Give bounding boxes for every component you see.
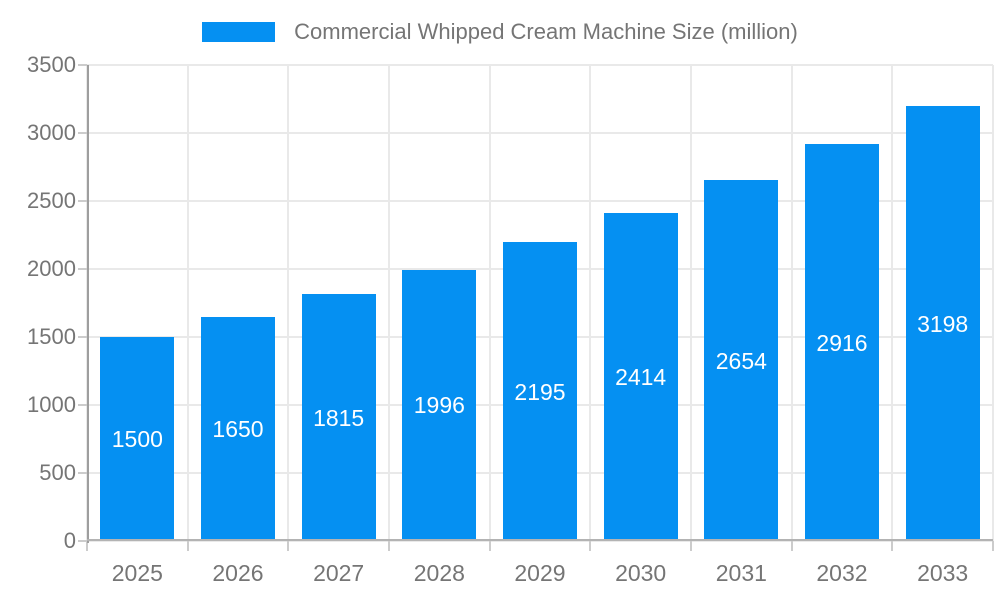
bar-value-label: 2916 <box>816 329 868 356</box>
y-tick-label: 1000 <box>27 392 76 417</box>
gridline-v <box>992 65 994 541</box>
bar-value-label: 2195 <box>514 378 566 405</box>
x-tick <box>86 541 88 551</box>
y-tick <box>78 336 87 338</box>
bar[interactable] <box>905 106 980 541</box>
y-tick <box>78 64 87 66</box>
y-tick-label: 3500 <box>27 52 76 77</box>
x-tick-label: 2031 <box>715 560 767 586</box>
gridline-h <box>87 200 993 202</box>
bar-value-label: 2414 <box>615 363 667 390</box>
x-tick <box>287 541 290 551</box>
x-tick <box>690 541 692 551</box>
gridline-h <box>87 64 993 66</box>
y-tick-label: 0 <box>63 528 76 553</box>
bar[interactable] <box>301 294 376 541</box>
y-tick-label: 2000 <box>27 256 76 281</box>
x-tick-label: 2025 <box>111 560 163 586</box>
gridline-v <box>891 65 894 541</box>
x-tick-label: 2032 <box>816 560 868 586</box>
legend: Commercial Whipped Cream Machine Size (m… <box>0 14 1000 50</box>
bar[interactable] <box>402 269 477 541</box>
x-tick <box>186 541 189 551</box>
x-tick <box>388 541 390 551</box>
bar-value-label: 2654 <box>715 347 767 374</box>
x-tick-label: 2029 <box>514 560 566 586</box>
y-tick <box>78 404 87 406</box>
legend-swatch[interactable] <box>202 22 276 42</box>
y-tick-label: 500 <box>39 460 76 485</box>
y-tick <box>78 200 87 202</box>
gridline-v <box>790 65 793 541</box>
gridline-h <box>87 132 993 134</box>
gridline-v <box>186 65 189 541</box>
x-tick-label: 2030 <box>615 560 667 586</box>
gridline-v <box>589 65 592 541</box>
bar-value-label: 1650 <box>212 415 264 442</box>
y-tick-label: 3000 <box>27 120 76 145</box>
gridline-v <box>388 65 390 541</box>
bar[interactable] <box>805 144 879 541</box>
x-tick-label: 2028 <box>413 560 465 586</box>
y-tick-label: 2500 <box>27 188 76 213</box>
legend-label[interactable]: Commercial Whipped Cream Machine Size (m… <box>294 19 798 44</box>
gridline-h <box>87 540 993 542</box>
bar-value-label: 1500 <box>111 426 163 452</box>
bar[interactable] <box>201 316 275 541</box>
y-tick-label: 1500 <box>27 324 76 349</box>
y-tick <box>78 472 87 474</box>
y-tick <box>78 540 87 542</box>
bar[interactable] <box>503 242 577 541</box>
x-tick-label: 2026 <box>212 560 264 586</box>
gridline-v <box>287 65 290 541</box>
x-tick <box>589 541 592 551</box>
bar[interactable] <box>100 337 175 541</box>
y-axis-line <box>87 65 89 543</box>
x-tick <box>790 541 793 551</box>
x-tick <box>488 541 491 551</box>
bar[interactable] <box>603 212 678 541</box>
gridline-v <box>690 65 692 541</box>
x-tick-label: 2027 <box>313 560 365 586</box>
x-axis-line <box>87 539 993 541</box>
bar-value-label: 3198 <box>917 310 969 337</box>
y-tick <box>78 268 87 270</box>
x-tick <box>891 541 894 551</box>
bar[interactable] <box>704 180 779 541</box>
x-tick <box>992 541 994 551</box>
plot-area: 1500 1650 1815 1996 2195 2414 2654 2916 3198 <box>86 64 994 543</box>
bar-value-label: 1815 <box>313 404 365 431</box>
y-tick <box>78 132 87 134</box>
x-tick-label: 2033 <box>917 560 969 586</box>
gridline-v <box>488 65 491 541</box>
bar-value-label: 1996 <box>413 392 465 419</box>
